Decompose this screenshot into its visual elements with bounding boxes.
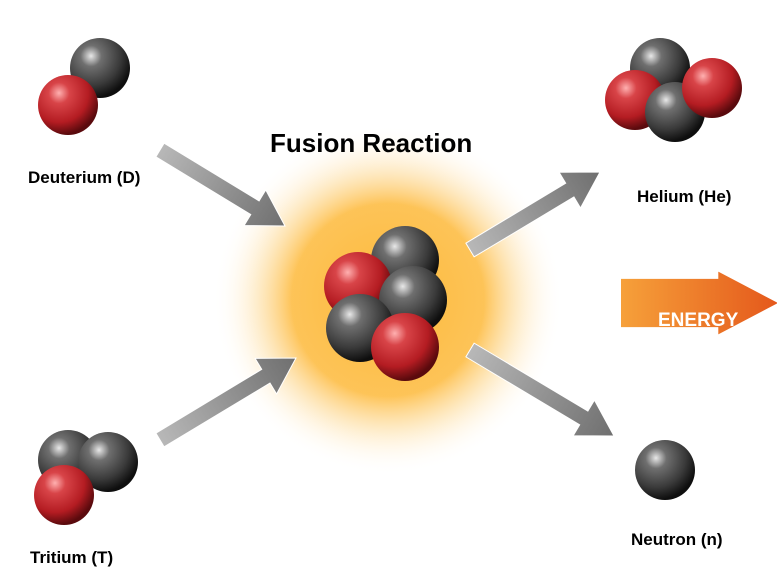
label-neutron: Neutron (n) xyxy=(631,530,723,550)
diagram-title: Fusion Reaction xyxy=(270,128,472,159)
nucleus-deuterium xyxy=(38,38,130,135)
nucleus-helium xyxy=(605,38,742,142)
diagram-canvas xyxy=(0,0,777,581)
red-sphere xyxy=(34,465,94,525)
label-energy: ENERGY xyxy=(658,310,738,332)
red-sphere xyxy=(38,75,98,135)
nucleus-neutron xyxy=(635,440,695,500)
label-helium: Helium (He) xyxy=(637,187,731,207)
nucleus-tritium xyxy=(34,430,138,525)
dark-sphere xyxy=(635,440,695,500)
red-sphere xyxy=(371,313,439,381)
red-sphere xyxy=(682,58,742,118)
label-tritium: Tritium (T) xyxy=(30,548,113,568)
label-deuterium: Deuterium (D) xyxy=(28,168,140,188)
